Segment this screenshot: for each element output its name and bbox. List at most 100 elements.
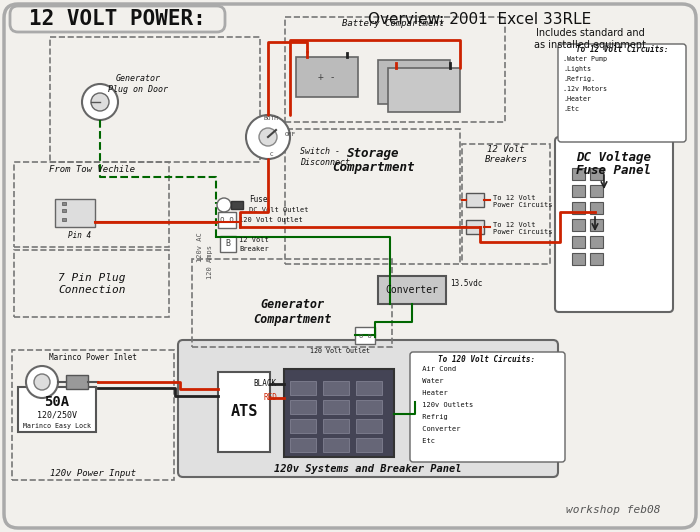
Text: BLACK: BLACK — [254, 379, 277, 388]
Text: + -: + - — [318, 72, 336, 82]
Text: .12v Motors: .12v Motors — [563, 86, 607, 92]
Bar — [290, 419, 316, 433]
Bar — [590, 219, 603, 231]
Text: 120 Amps: 120 Amps — [207, 245, 213, 279]
Text: 7 Pin Plug
Connection: 7 Pin Plug Connection — [58, 273, 126, 295]
Text: To 12 Volt Circuits:: To 12 Volt Circuits: — [575, 46, 668, 54]
Bar — [323, 400, 349, 414]
Bar — [285, 129, 460, 264]
Text: Power Circuits: Power Circuits — [493, 229, 552, 235]
Bar — [466, 193, 484, 207]
Text: Heater: Heater — [418, 390, 448, 396]
Text: To 12 Volt: To 12 Volt — [493, 195, 536, 201]
Bar — [323, 438, 349, 452]
Bar — [590, 253, 603, 265]
Text: Generator: Generator — [260, 297, 324, 311]
Text: ATS: ATS — [230, 404, 258, 420]
Bar — [388, 68, 460, 112]
FancyBboxPatch shape — [10, 6, 225, 32]
Text: .Lights: .Lights — [563, 66, 591, 72]
Text: Marinco Easy Lock: Marinco Easy Lock — [23, 423, 91, 429]
Bar — [66, 375, 88, 389]
FancyBboxPatch shape — [558, 44, 686, 142]
Text: Air Cond: Air Cond — [418, 366, 456, 372]
Text: 120v Systems and Breaker Panel: 120v Systems and Breaker Panel — [274, 464, 462, 474]
Bar — [12, 350, 174, 480]
Text: Switch -
Disconnect: Switch - Disconnect — [300, 147, 350, 167]
Bar — [572, 253, 585, 265]
Text: o o: o o — [220, 215, 234, 225]
Text: 12 Volt: 12 Volt — [239, 237, 269, 243]
Text: C: C — [269, 153, 273, 157]
Bar — [220, 236, 236, 252]
Bar — [290, 438, 316, 452]
Text: To 120 Volt Circuits:: To 120 Volt Circuits: — [438, 354, 536, 363]
FancyBboxPatch shape — [178, 340, 558, 477]
Circle shape — [246, 115, 290, 159]
Text: B: B — [225, 239, 230, 248]
Circle shape — [26, 366, 58, 398]
Text: Battery Compartment: Battery Compartment — [342, 19, 444, 28]
Bar — [290, 381, 316, 395]
Circle shape — [217, 198, 231, 212]
Text: Includes standard and
as installed equipment: Includes standard and as installed equip… — [534, 28, 646, 50]
Bar — [192, 259, 392, 347]
Text: Refrig: Refrig — [418, 414, 448, 420]
Text: Power Circuits: Power Circuits — [493, 202, 552, 208]
Text: From Tow Vechile: From Tow Vechile — [49, 164, 135, 173]
Text: workshop feb08: workshop feb08 — [566, 505, 660, 515]
Text: Storage: Storage — [346, 147, 399, 161]
Bar — [18, 387, 96, 432]
Text: Pin 4: Pin 4 — [68, 230, 91, 239]
Bar — [356, 438, 382, 452]
Text: OFF: OFF — [284, 132, 295, 137]
Bar — [466, 220, 484, 234]
Text: Marinco Power Inlet: Marinco Power Inlet — [49, 353, 137, 362]
Text: Breakers: Breakers — [484, 154, 528, 163]
Circle shape — [91, 93, 109, 111]
Text: 13.5vdc: 13.5vdc — [450, 279, 482, 288]
Bar — [378, 276, 446, 304]
Text: RED: RED — [263, 394, 277, 403]
Bar — [590, 236, 603, 248]
Text: 120v AC: 120v AC — [197, 232, 203, 262]
Text: 120 Volt Outlet: 120 Volt Outlet — [310, 348, 370, 354]
Bar — [572, 168, 585, 180]
Bar — [284, 369, 394, 457]
Text: 120 Volt Outlet: 120 Volt Outlet — [239, 217, 302, 223]
Text: To 12 Volt: To 12 Volt — [493, 222, 536, 228]
Bar — [355, 327, 375, 344]
Bar — [218, 372, 270, 452]
Text: .Water Pump: .Water Pump — [563, 56, 607, 62]
Bar — [356, 419, 382, 433]
Text: .Etc: .Etc — [563, 106, 579, 112]
Circle shape — [82, 84, 118, 120]
Text: Generator
Plug on Door: Generator Plug on Door — [108, 74, 168, 94]
Text: .Refrig.: .Refrig. — [563, 76, 595, 82]
Bar — [290, 400, 316, 414]
Bar — [356, 400, 382, 414]
Text: Compartment: Compartment — [332, 161, 414, 173]
FancyBboxPatch shape — [555, 137, 673, 312]
Text: 50A: 50A — [44, 395, 69, 409]
Text: BOTH: BOTH — [263, 117, 279, 121]
Bar — [218, 212, 236, 228]
Bar — [378, 60, 450, 104]
Bar — [462, 144, 550, 264]
Bar — [323, 381, 349, 395]
Bar — [590, 168, 603, 180]
Text: Compartment: Compartment — [253, 312, 331, 326]
Bar — [323, 419, 349, 433]
Text: Breaker: Breaker — [239, 246, 269, 252]
Text: 120v Power Input: 120v Power Input — [50, 470, 136, 478]
Bar — [62, 209, 66, 212]
Bar — [231, 201, 243, 209]
Bar — [14, 250, 169, 317]
FancyBboxPatch shape — [410, 352, 565, 462]
Text: Converter: Converter — [386, 285, 438, 295]
Bar — [62, 218, 66, 221]
Bar — [50, 37, 260, 162]
Bar — [14, 162, 169, 247]
Bar — [572, 236, 585, 248]
Bar — [356, 381, 382, 395]
